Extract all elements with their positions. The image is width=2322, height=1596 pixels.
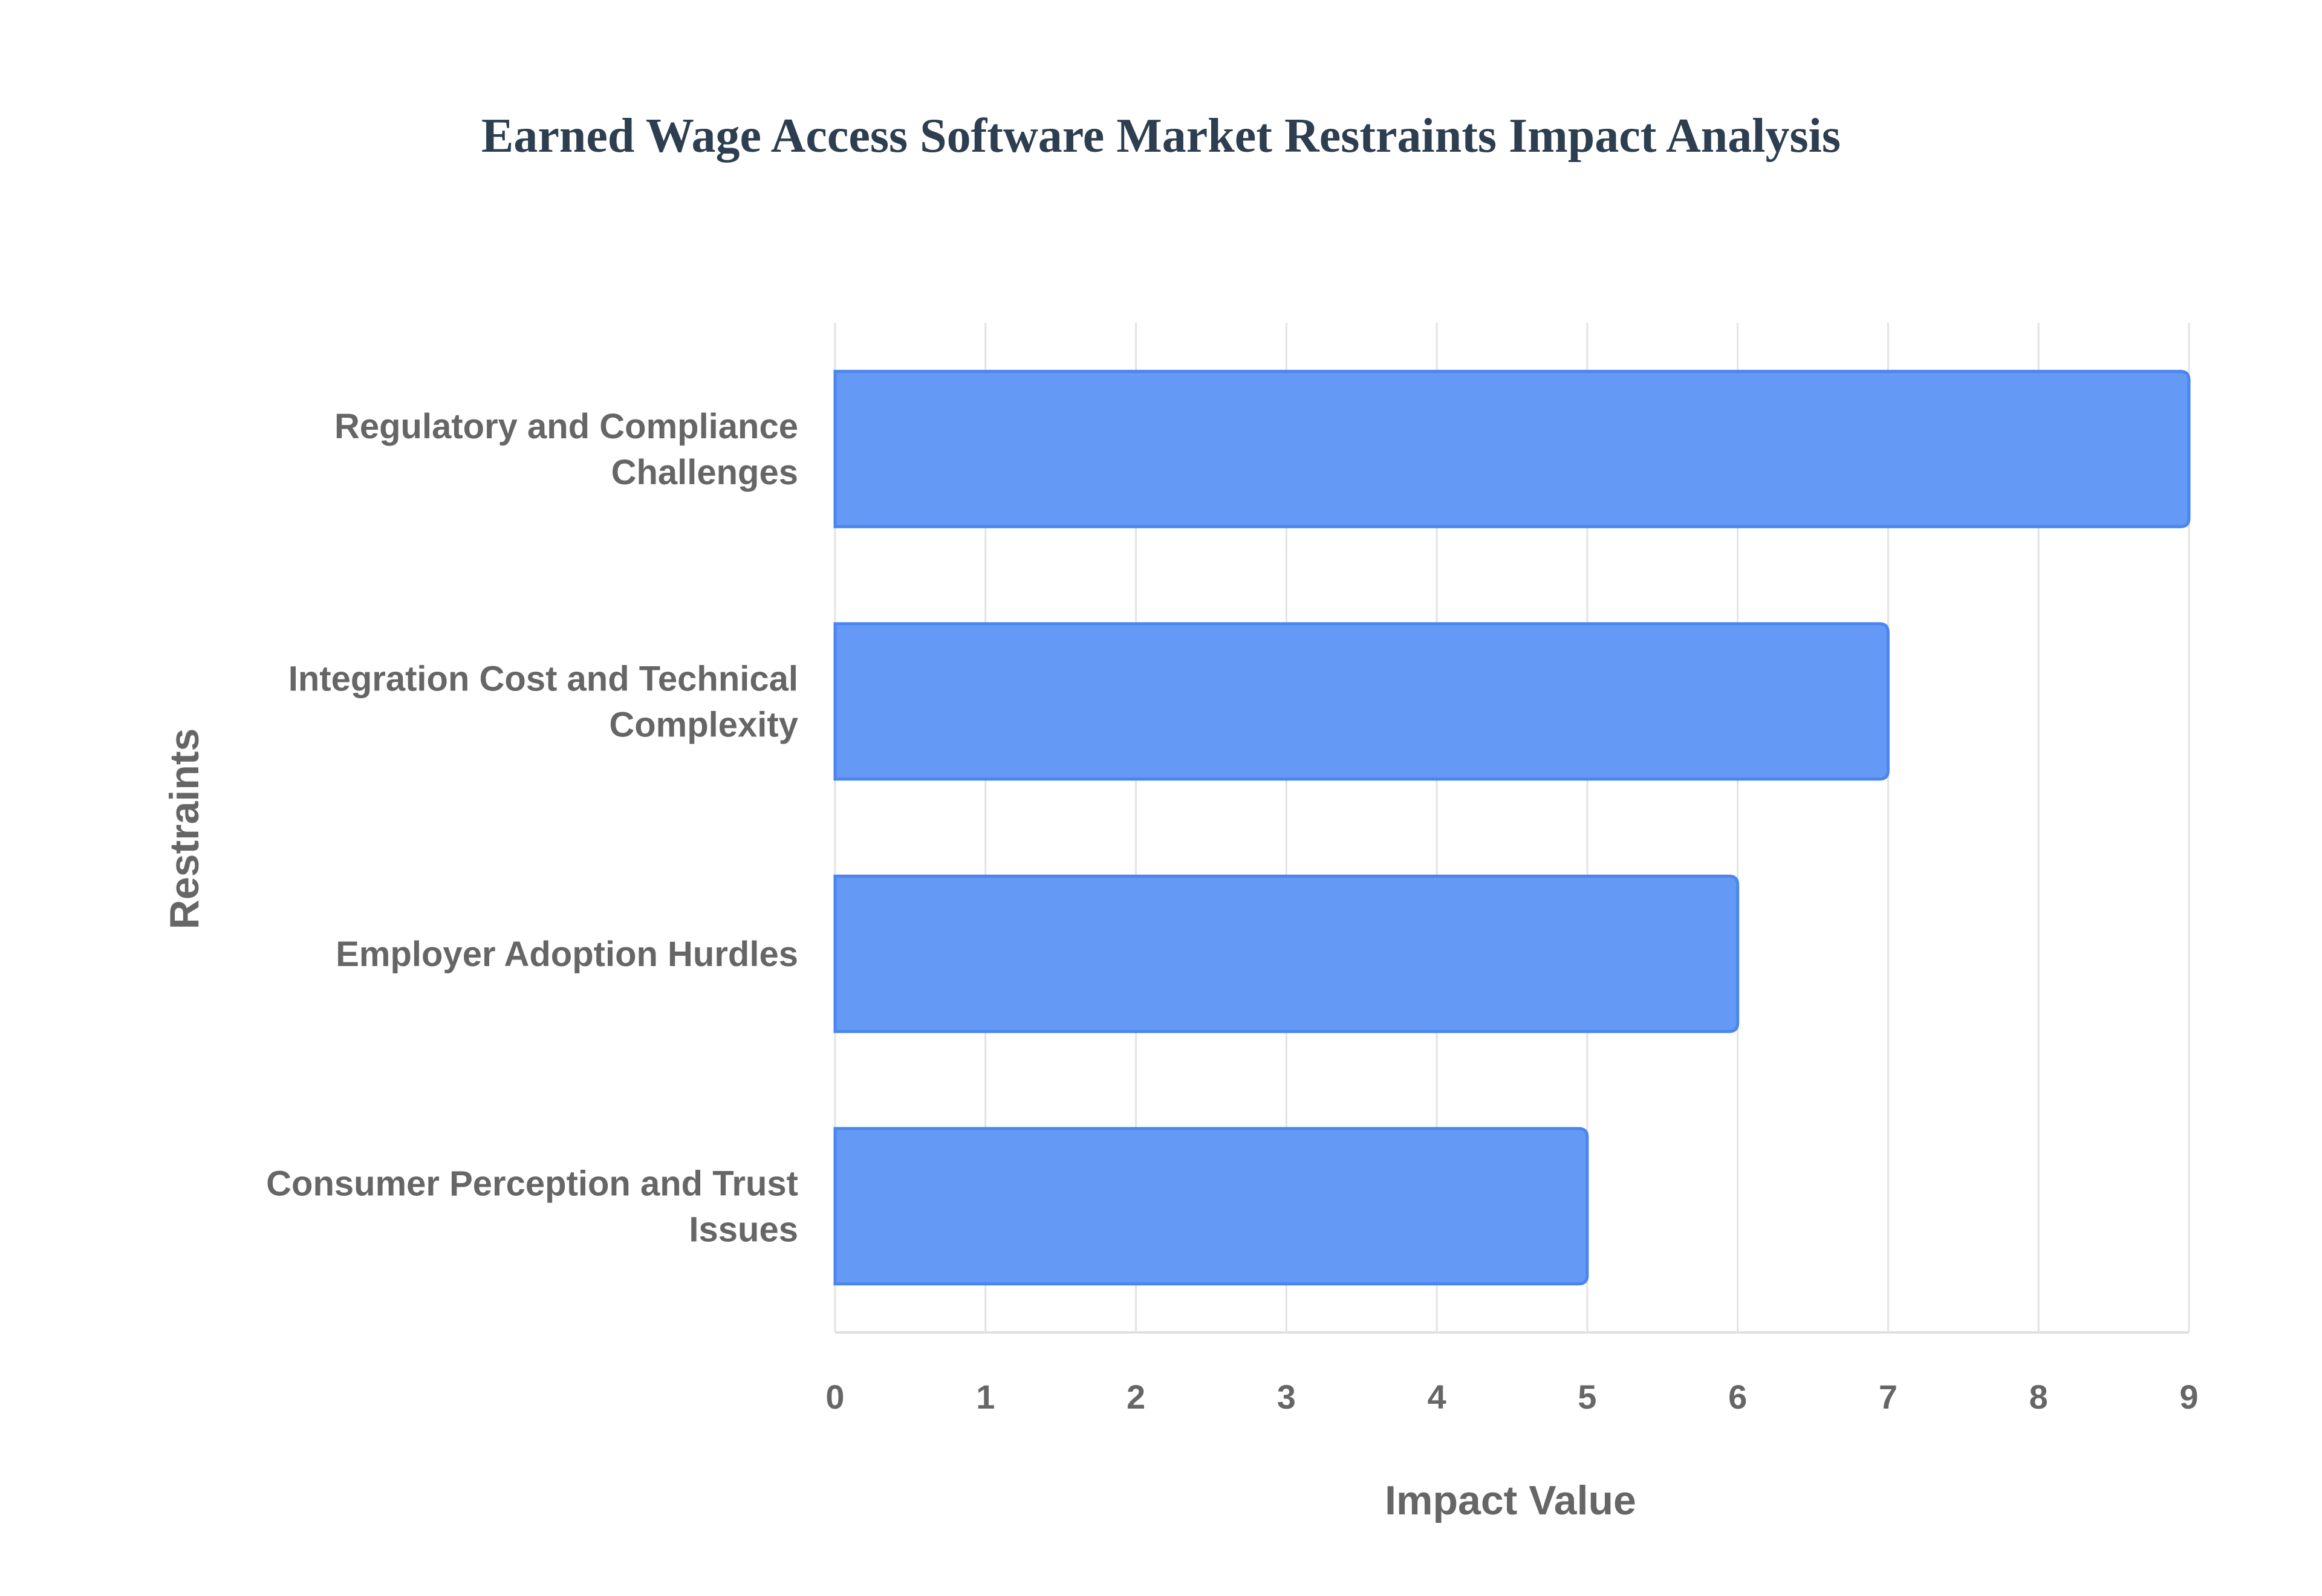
y-tick-label: Employer Adoption Hurdles: [336, 935, 798, 974]
y-tick-label: Consumer Perception and Trust: [266, 1164, 798, 1203]
x-tick-label: 8: [2029, 1378, 2048, 1416]
x-tick-label: 6: [1728, 1378, 1747, 1416]
bar: [833, 369, 2191, 528]
x-tick-label: 1: [976, 1378, 995, 1416]
bar: [833, 622, 1890, 781]
x-tick-label: 9: [2179, 1378, 2198, 1416]
x-tick-label: 2: [1127, 1378, 1145, 1416]
x-tick-label: 7: [1879, 1378, 1898, 1416]
y-tick-label: Issues: [689, 1210, 798, 1249]
bar: [833, 1127, 1589, 1286]
y-tick-label: Regulatory and Compliance: [334, 407, 798, 446]
x-tick-label: 3: [1277, 1378, 1296, 1416]
bar: [833, 874, 1740, 1033]
x-tick-label: 4: [1428, 1378, 1446, 1416]
y-tick-label: Integration Cost and Technical: [288, 659, 798, 698]
y-tick-label: Challenges: [611, 453, 798, 492]
y-tick-label: Complexity: [609, 705, 798, 744]
x-tick-label: 5: [1578, 1378, 1596, 1416]
x-tick-label: 0: [825, 1378, 844, 1416]
x-axis-title: Impact Value: [1385, 1478, 1636, 1523]
y-axis-title: Restraints: [161, 728, 207, 930]
chart-title: Earned Wage Access Software Market Restr…: [481, 109, 1841, 163]
